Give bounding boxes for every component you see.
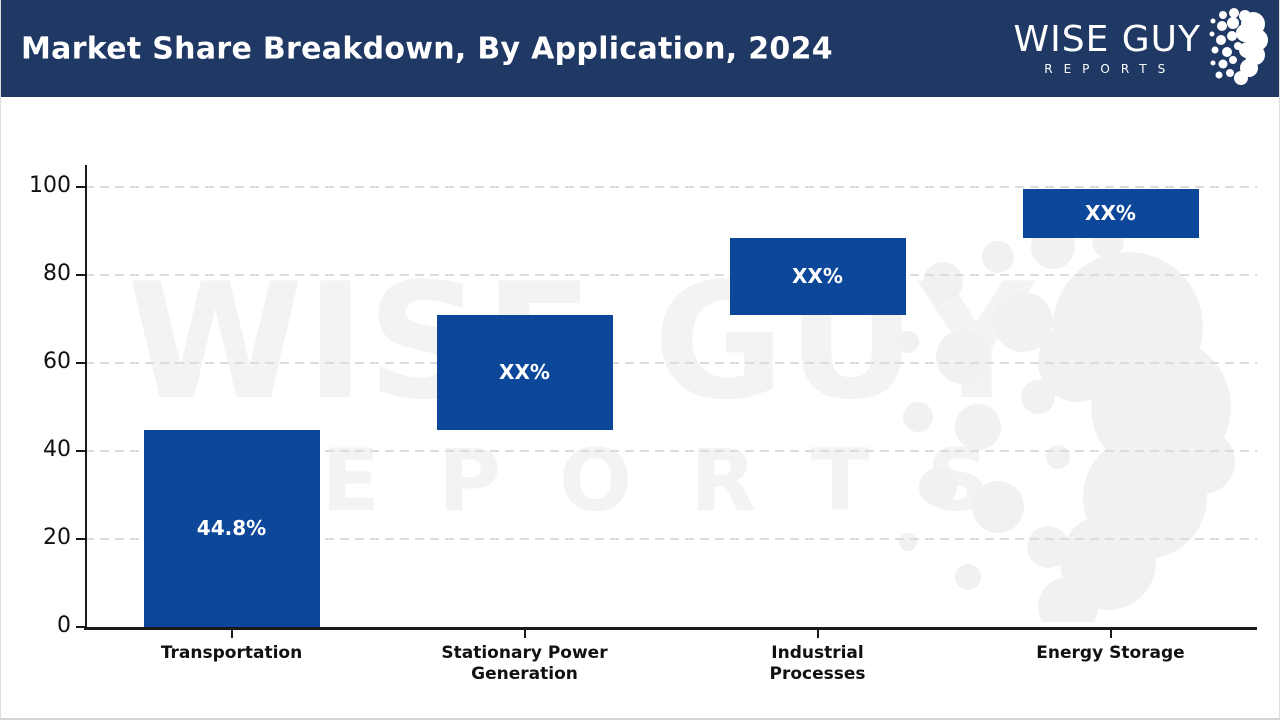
bar-stationary-power-generation: XX%: [436, 314, 613, 430]
bar-value-label: XX%: [1085, 201, 1136, 226]
y-tick-mark: [76, 186, 85, 188]
y-tick-label: 60: [43, 349, 71, 374]
bar-energy-storage: XX%: [1022, 189, 1199, 238]
y-tick-mark: [76, 450, 85, 452]
bar-transportation: 44.8%: [143, 429, 320, 627]
x-tick-mark: [523, 630, 526, 638]
y-axis-line: [85, 165, 87, 630]
logo-text: WISE GUY REPORTS: [1013, 19, 1202, 77]
x-axis-line: [84, 627, 1257, 630]
x-tick-mark: [816, 630, 819, 638]
x-category-label: Energy Storage: [1036, 643, 1185, 663]
plot-area: 0 20 40 60 80 100 44.8% XX% XX% XX% Transportation…: [1, 97, 1279, 718]
gridline: [85, 538, 1257, 540]
y-tick-mark: [76, 538, 85, 540]
x-tick-mark: [1109, 630, 1112, 638]
chart-title: Market Share Breakdown, By Application, …: [21, 31, 833, 66]
wiseguy-logo: WISE GUY REPORTS: [1014, 8, 1270, 90]
bar-industrial-processes: XX%: [729, 237, 906, 315]
bar-value-label: XX%: [499, 360, 550, 385]
bar-value-label: XX%: [792, 264, 843, 289]
gridline: [85, 186, 1257, 188]
y-tick-mark: [76, 274, 85, 276]
gridline: [85, 450, 1257, 452]
head-logo-icon: [1209, 8, 1268, 85]
y-tick-mark: [76, 626, 85, 628]
gridline: [85, 274, 1257, 276]
y-tick-label: 80: [43, 261, 71, 286]
watermark-text-2: REPORTS: [197, 431, 1048, 531]
y-tick-label: 40: [43, 437, 71, 462]
bar-value-label: 44.8%: [196, 516, 267, 541]
y-tick-label: 20: [43, 525, 71, 550]
head-watermark: [897, 225, 1235, 622]
x-category-label: Transportation: [160, 643, 303, 663]
logo-wordmark: WISE GUY: [1013, 19, 1201, 60]
x-category-label: Stationary Power Generation: [441, 643, 608, 684]
y-tick-mark: [76, 362, 85, 364]
y-tick-label: 100: [29, 173, 71, 198]
logo-subtitle: REPORTS: [1044, 62, 1177, 76]
gridline: [85, 362, 1257, 364]
x-tick-mark: [230, 630, 233, 638]
header-bar: Market Share Breakdown, By Application, …: [1, 0, 1279, 97]
x-category-label: Industrial Processes: [769, 643, 866, 684]
y-tick-label: 0: [57, 613, 71, 638]
